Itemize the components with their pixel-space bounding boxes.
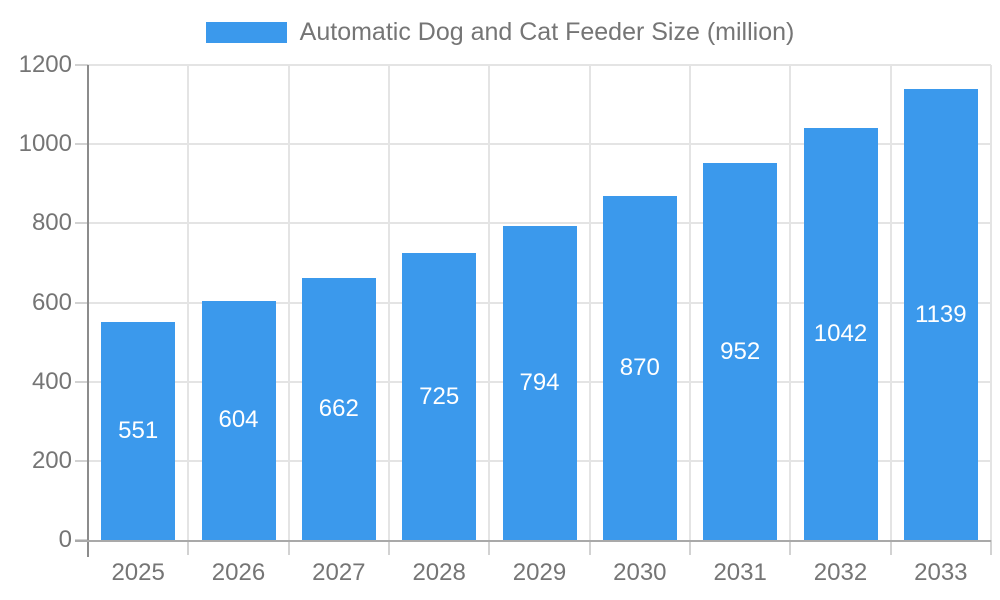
- bar[interactable]: 662: [301, 277, 376, 540]
- y-axis-line: [87, 65, 89, 557]
- x-axis-line: [75, 540, 991, 542]
- x-tick-label: 2027: [312, 559, 366, 586]
- x-tick-label: 2031: [713, 559, 767, 586]
- y-axis-tick: [75, 64, 88, 66]
- bar[interactable]: 952: [703, 163, 778, 540]
- bar-value-label: 604: [218, 406, 259, 434]
- x-tick-label: 2032: [813, 559, 868, 586]
- bar-value-label: 1042: [813, 319, 868, 347]
- x-axis-tick: [588, 540, 591, 555]
- h-gridline: [88, 143, 991, 146]
- y-tick-label: 400: [31, 367, 72, 395]
- bar-value-label: 725: [419, 382, 460, 410]
- x-tick-label: 2025: [111, 559, 165, 586]
- h-gridline: [88, 64, 991, 66]
- legend-swatch: [205, 21, 287, 43]
- x-axis-tick: [488, 540, 491, 555]
- bar[interactable]: 1139: [903, 89, 978, 540]
- v-gridline: [187, 65, 190, 540]
- bar-value-label: 1139: [915, 300, 967, 328]
- y-axis-tick: [75, 380, 88, 383]
- y-tick-label: 0: [58, 526, 72, 553]
- y-tick-label: 200: [31, 446, 72, 474]
- v-gridline: [990, 65, 992, 540]
- bar[interactable]: 1042: [803, 127, 878, 540]
- v-gridline: [889, 65, 892, 540]
- bar[interactable]: 870: [602, 195, 677, 540]
- v-gridline: [689, 65, 691, 540]
- bar-value-label: 870: [619, 353, 660, 381]
- x-tick-label: 2028: [412, 559, 466, 586]
- v-gridline: [488, 65, 491, 540]
- y-tick-label: 1200: [18, 51, 72, 78]
- x-axis-tick: [689, 540, 691, 555]
- y-tick-label: 800: [31, 209, 72, 237]
- bar[interactable]: 604: [201, 300, 276, 540]
- y-tick-label: 600: [31, 288, 72, 316]
- bar-value-label: 551: [118, 416, 159, 444]
- v-gridline: [287, 65, 290, 540]
- v-gridline: [388, 65, 390, 540]
- x-axis-tick: [990, 540, 992, 555]
- bar[interactable]: 794: [502, 225, 577, 540]
- v-gridline: [789, 65, 792, 540]
- legend-label: Automatic Dog and Cat Feeder Size (milli…: [299, 17, 795, 46]
- h-gridline: [88, 222, 991, 225]
- x-axis-tick: [388, 540, 390, 555]
- bar[interactable]: 725: [402, 253, 477, 540]
- y-tick-label: 1000: [18, 130, 72, 158]
- bar-value-label: 952: [720, 337, 761, 365]
- chart-legend[interactable]: Automatic Dog and Cat Feeder Size (milli…: [0, 12, 1000, 52]
- x-axis-tick: [187, 540, 190, 555]
- x-axis-tick: [287, 540, 290, 555]
- y-axis-tick: [75, 459, 88, 462]
- y-axis-tick: [75, 301, 88, 304]
- x-tick-label: 2033: [914, 559, 968, 586]
- y-axis-tick: [75, 143, 88, 146]
- bar-value-label: 794: [519, 368, 560, 396]
- v-gridline: [588, 65, 591, 540]
- x-tick-label: 2026: [211, 559, 266, 586]
- y-axis-tick: [75, 222, 88, 225]
- bar[interactable]: 551: [101, 321, 176, 540]
- x-tick-label: 2030: [613, 559, 667, 586]
- x-axis-tick: [889, 540, 892, 555]
- x-axis-tick: [789, 540, 792, 555]
- x-tick-label: 2029: [512, 559, 567, 586]
- bar-value-label: 662: [318, 394, 359, 422]
